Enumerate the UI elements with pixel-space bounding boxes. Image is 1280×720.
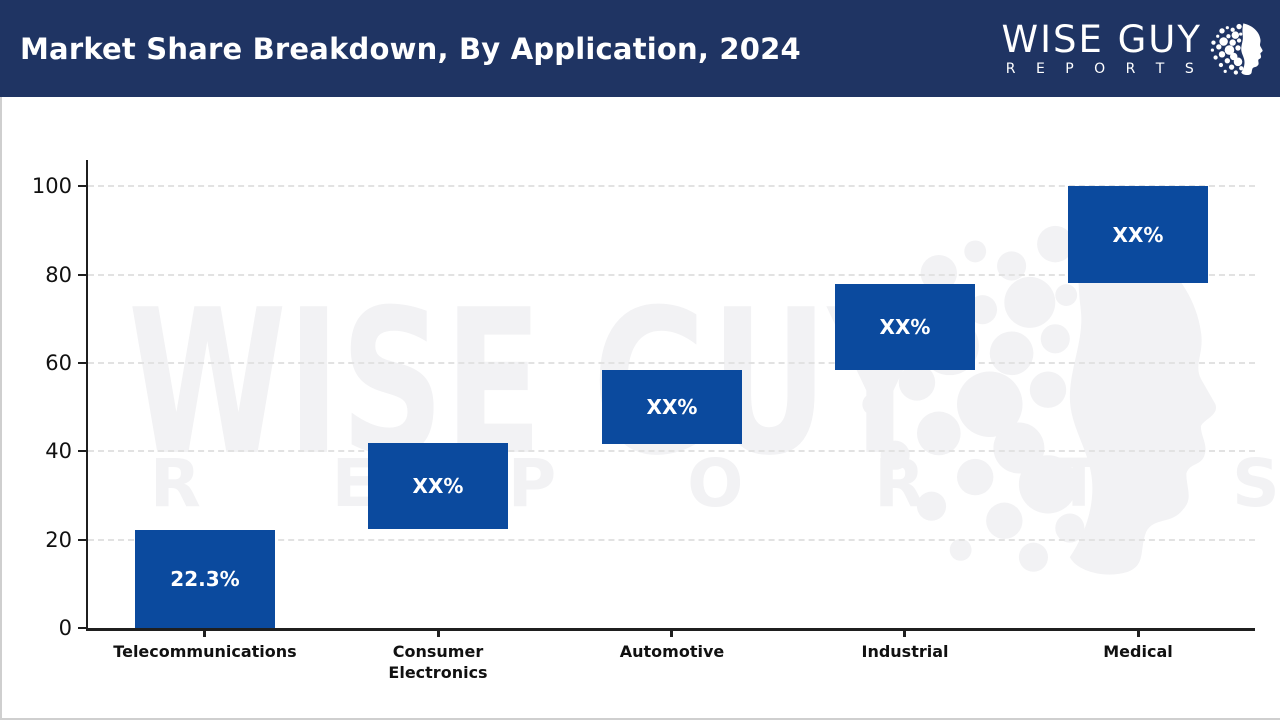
x-tick-2 xyxy=(670,631,673,637)
x-axis-label-0: Telecommunications xyxy=(113,642,297,661)
y-tick-20 xyxy=(78,538,86,541)
bar-value-label: 22.3% xyxy=(170,567,240,591)
y-gridline-40 xyxy=(88,450,1255,453)
page-left-border xyxy=(0,97,2,720)
bar-telecommunications: 22.3% xyxy=(135,530,275,628)
x-axis-label-2: Automotive xyxy=(619,642,725,661)
y-axis-label-80: 80 xyxy=(45,262,72,287)
y-axis-line xyxy=(86,160,88,631)
y-axis-label-40: 40 xyxy=(45,439,72,464)
page-bottom-border xyxy=(0,718,1280,720)
logo-wordmark-main: WISE GUY xyxy=(1001,17,1202,61)
y-axis-label-0: 0 xyxy=(58,616,72,640)
x-axis-line xyxy=(86,628,1255,631)
watermark-wordmark: WISE GUY xyxy=(128,267,933,500)
logo-wordmark-sub: R E P O R T S xyxy=(1005,60,1202,77)
y-tick-80 xyxy=(78,273,86,276)
bar-value-label: XX% xyxy=(879,315,931,339)
x-axis-label-4: Medical xyxy=(1103,642,1173,661)
x-tick-4 xyxy=(1137,631,1140,637)
bar-industrial: XX% xyxy=(835,284,975,370)
y-axis-label-100: 100 xyxy=(31,174,72,199)
x-tick-3 xyxy=(903,631,906,637)
bar-value-label: XX% xyxy=(646,395,698,419)
x-tick-1 xyxy=(437,631,440,637)
y-gridline-60 xyxy=(88,362,1255,365)
x-axis-label-1: Consumer Electronics xyxy=(388,642,488,682)
y-tick-100 xyxy=(78,185,86,188)
x-tick-0 xyxy=(203,631,206,637)
chart-area: WISE GUY R E P O R T S 0 20 40 60 80 100 22.3%… xyxy=(0,97,1280,720)
logo-face-icon xyxy=(1206,8,1270,90)
bar-automotive: XX% xyxy=(602,370,742,444)
bar-medical: XX% xyxy=(1068,186,1208,283)
y-gridline-20 xyxy=(88,538,1255,541)
y-gridline-100 xyxy=(88,185,1255,188)
y-tick-60 xyxy=(78,362,86,365)
bar-value-label: XX% xyxy=(412,474,464,498)
logo-wordmark: WISE GUY R E P O R T S xyxy=(1002,21,1202,77)
bar-value-label: XX% xyxy=(1112,222,1164,247)
header: Market Share Breakdown, By Application, … xyxy=(0,0,1280,97)
y-gridline-80 xyxy=(88,273,1255,276)
x-axis-label-3: Industrial xyxy=(861,642,949,661)
wise-guy-reports-logo: WISE GUY R E P O R T S xyxy=(1002,8,1270,90)
y-tick-0 xyxy=(78,627,86,629)
y-axis-label-20: 20 xyxy=(45,527,72,552)
page-title: Market Share Breakdown, By Application, … xyxy=(20,31,801,66)
y-tick-40 xyxy=(78,450,86,453)
bar-consumer-electronics: XX% xyxy=(368,443,508,529)
y-axis-label-60: 60 xyxy=(45,351,72,376)
